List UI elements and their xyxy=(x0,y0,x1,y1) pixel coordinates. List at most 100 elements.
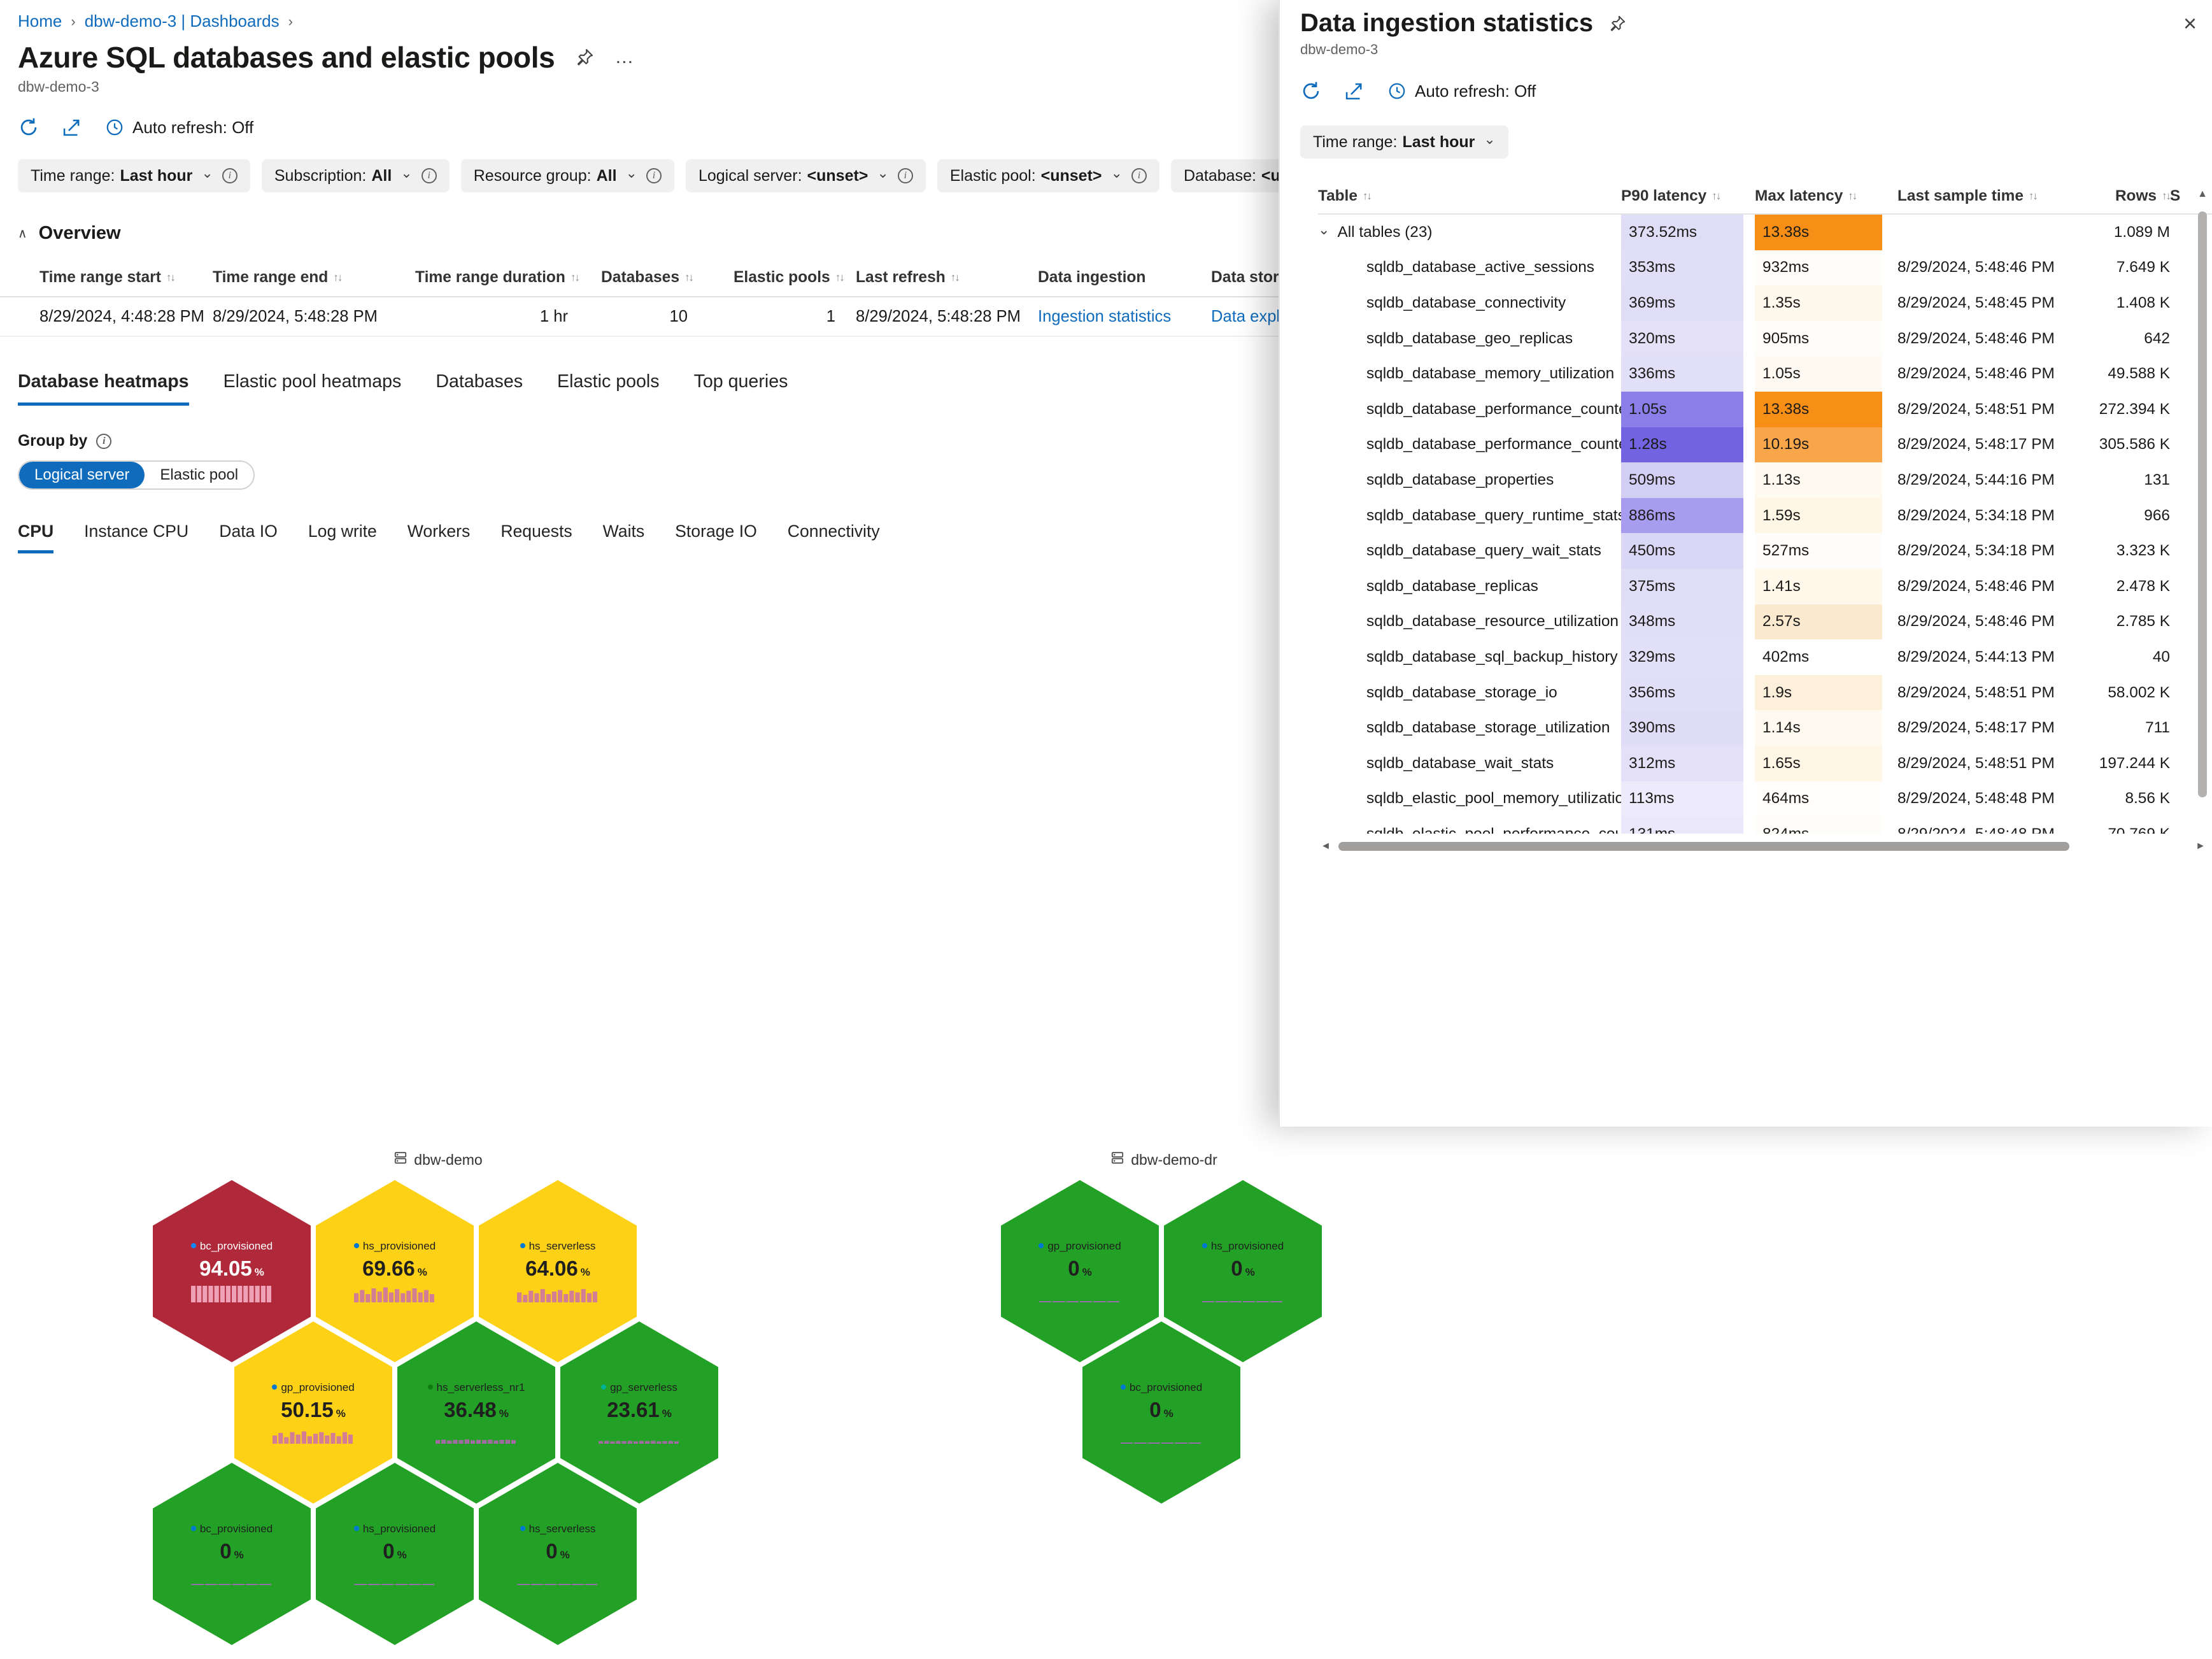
overview-column-elastic-pools[interactable]: Elastic pools↑↓ xyxy=(734,269,856,287)
groupby-option-elastic-pool[interactable]: Elastic pool xyxy=(145,462,253,488)
auto-refresh-control[interactable]: Auto refresh: Off xyxy=(104,117,253,138)
metric-tab-cpu[interactable]: CPU xyxy=(18,522,53,553)
scroll-left-icon[interactable]: ◄ xyxy=(1318,841,1333,852)
ingestion-column-last-sample-time[interactable]: Last sample time↑↓ xyxy=(1897,179,2091,213)
overview-link[interactable]: Ingestion statistics xyxy=(1038,308,1171,326)
overview-column-databases[interactable]: Databases↑↓ xyxy=(601,269,734,287)
tab-top-queries[interactable]: Top queries xyxy=(694,371,788,406)
metric-tab-workers[interactable]: Workers xyxy=(408,522,471,553)
sort-icon: ↑↓ xyxy=(2029,190,2037,203)
share-icon[interactable] xyxy=(61,117,83,138)
overview-column-time-range-end[interactable]: Time range end↑↓ xyxy=(213,269,415,287)
scroll-up-icon[interactable]: ▲ xyxy=(2195,189,2210,200)
breadcrumb-dashboard-link[interactable]: dbw-demo-3 | Dashboards xyxy=(85,11,280,31)
sort-icon: ↑↓ xyxy=(684,271,693,284)
ingestion-column-table[interactable]: Table↑↓ xyxy=(1318,179,1621,213)
table-name: sqldb_database_active_sessions xyxy=(1366,259,1594,276)
overview-value: 10 xyxy=(670,308,688,326)
ingestion-column-label: Max latency xyxy=(1755,187,1843,205)
hex-dot-icon xyxy=(520,1243,525,1248)
filter-pill-logical-server[interactable]: Logical server:<unset>⌄i xyxy=(686,159,926,192)
overview-title: Overview xyxy=(39,223,121,244)
metric-tab-data-io[interactable]: Data IO xyxy=(219,522,278,553)
panel-time-range-filter[interactable]: Time range: Last hour ⌄ xyxy=(1300,125,1508,159)
hex-name-row: hs_serverless_nr1 xyxy=(428,1382,525,1393)
scrollbar-thumb[interactable] xyxy=(1338,842,2069,851)
overview-column-time-range-duration[interactable]: Time range duration↑↓ xyxy=(415,269,601,287)
tab-databases[interactable]: Databases xyxy=(436,371,523,406)
metric-tab-log-write[interactable]: Log write xyxy=(308,522,377,553)
p90-latency-cell: 320ms xyxy=(1621,321,1743,357)
more-options-button[interactable]: … xyxy=(614,48,634,67)
max-latency-cell: 824ms xyxy=(1755,816,1882,834)
vertical-scrollbar[interactable]: ▲ xyxy=(2194,189,2211,1116)
close-icon[interactable]: × xyxy=(2183,10,2197,37)
pin-icon[interactable] xyxy=(1608,15,1626,32)
pin-icon[interactable] xyxy=(575,48,594,67)
horizontal-scrollbar[interactable]: ◄ ► xyxy=(1318,837,2208,855)
filter-pill-elastic-pool[interactable]: Elastic pool:<unset>⌄i xyxy=(937,159,1159,192)
metric-tab-connectivity[interactable]: Connectivity xyxy=(788,522,880,553)
metric-tab-requests[interactable]: Requests xyxy=(500,522,572,553)
filter-pill-time-range[interactable]: Time range:Last hour⌄i xyxy=(18,159,250,192)
ingestion-column-rows[interactable]: Rows↑↓ xyxy=(2091,179,2170,213)
hex-name-label: hs_serverless_nr1 xyxy=(437,1382,525,1393)
refresh-icon[interactable] xyxy=(1300,80,1322,102)
ingestion-column-p90-latency[interactable]: P90 latency↑↓ xyxy=(1621,179,1743,213)
last-sample-time-cell: 8/29/2024, 5:34:18 PM xyxy=(1897,498,2091,534)
tab-elastic-pools[interactable]: Elastic pools xyxy=(557,371,660,406)
hex-name-label: hs_provisioned xyxy=(363,1523,436,1534)
hex-value: 94.05% xyxy=(199,1257,264,1281)
groupby-option-logical-server[interactable]: Logical server xyxy=(19,462,145,488)
scrollbar-track[interactable] xyxy=(1333,841,2193,852)
metric-tab-instance-cpu[interactable]: Instance CPU xyxy=(84,522,188,553)
ingestion-table-header: Table↑↓P90 latency↑↓Max latency↑↓Last sa… xyxy=(1318,179,2212,215)
tab-elastic-pool-heatmaps[interactable]: Elastic pool heatmaps xyxy=(223,371,402,406)
metric-tab-storage-io[interactable]: Storage IO xyxy=(675,522,757,553)
table-row[interactable]: sqldb_elastic_pool_performance_counters1… xyxy=(1318,816,2212,834)
overview-column-last-refresh[interactable]: Last refresh↑↓ xyxy=(856,269,1038,287)
tab-database-heatmaps[interactable]: Database heatmaps xyxy=(18,371,189,406)
metric-tab-waits[interactable]: Waits xyxy=(603,522,645,553)
overview-cell-2: 1 hr xyxy=(415,308,601,326)
refresh-icon[interactable] xyxy=(18,117,39,138)
auto-refresh-control[interactable]: Auto refresh: Off xyxy=(1387,81,1536,101)
filter-pill-subscription[interactable]: Subscription:All⌄i xyxy=(262,159,450,192)
overview-column-time-range-start[interactable]: Time range start↑↓ xyxy=(39,269,213,287)
ingestion-column-max-latency[interactable]: Max latency↑↓ xyxy=(1755,179,1882,213)
breadcrumb-home-link[interactable]: Home xyxy=(18,11,62,31)
hex-value: 0% xyxy=(1231,1257,1254,1281)
filter-pill-resource-group[interactable]: Resource group:All⌄i xyxy=(461,159,674,192)
share-icon[interactable] xyxy=(1344,80,1365,102)
scrollbar-thumb[interactable] xyxy=(2198,211,2207,797)
